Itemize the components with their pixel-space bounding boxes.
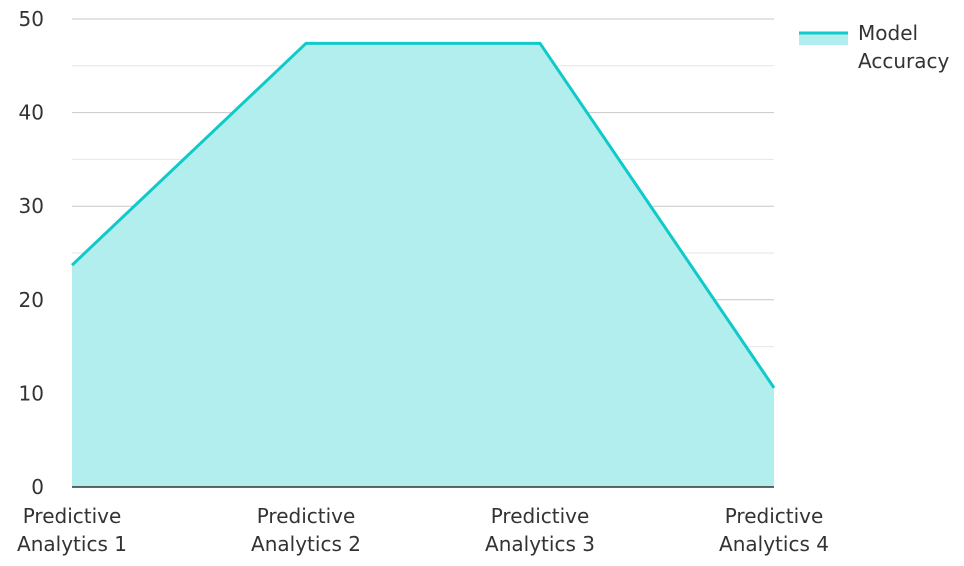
area-fill	[72, 43, 774, 487]
legend-swatch-fill	[799, 33, 848, 45]
y-tick-label: 10	[19, 381, 44, 405]
y-tick-label: 40	[19, 101, 44, 125]
x-tick-label: Predictive Analytics 4	[719, 504, 829, 556]
x-axis-ticks: Predictive Analytics 1 Predictive Analytics…	[17, 504, 829, 556]
y-tick-label: 50	[19, 7, 44, 31]
y-axis-ticks: 0 10 20 30 40 50	[19, 7, 44, 499]
area-series	[70, 41, 776, 487]
y-tick-label: 20	[19, 288, 44, 312]
y-tick-label: 0	[31, 475, 44, 499]
y-tick-label: 30	[19, 194, 44, 218]
x-tick-label: Predictive Analytics 2	[251, 504, 361, 556]
x-tick-label: Predictive Analytics 3	[485, 504, 595, 556]
x-tick-label: Predictive Analytics 1	[17, 504, 127, 556]
legend-label: Model Accuracy	[858, 21, 949, 73]
series-line	[70, 41, 776, 389]
legend: Model Accuracy	[799, 21, 949, 73]
